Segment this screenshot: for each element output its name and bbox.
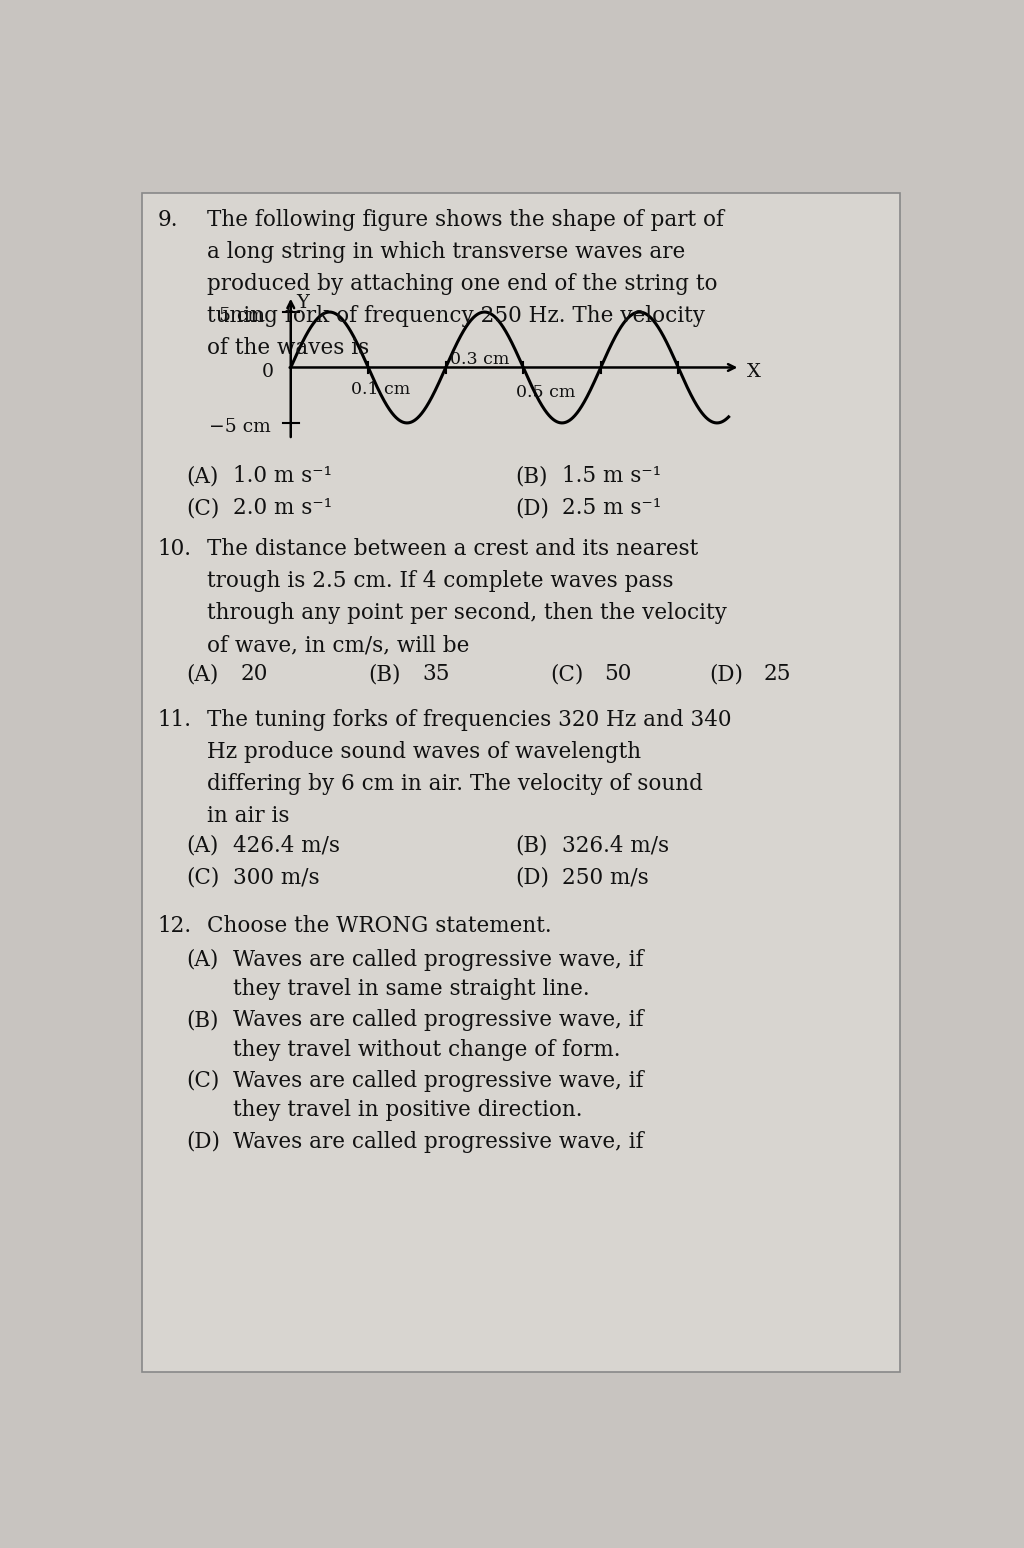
Text: 25: 25 [764, 663, 791, 686]
Text: they travel without change of form.: they travel without change of form. [232, 1039, 621, 1060]
Text: 1.0 m s⁻¹: 1.0 m s⁻¹ [232, 466, 332, 488]
Text: (B): (B) [515, 834, 548, 856]
Text: tuning fork of frequency 250 Hz. The velocity: tuning fork of frequency 250 Hz. The vel… [207, 305, 706, 327]
Text: they travel in same straight line.: they travel in same straight line. [232, 978, 589, 1000]
Text: The distance between a crest and its nearest: The distance between a crest and its nea… [207, 539, 698, 560]
Text: (A): (A) [186, 663, 218, 686]
Text: (C): (C) [186, 865, 219, 889]
Text: 9.: 9. [158, 209, 178, 231]
Text: 35: 35 [423, 663, 450, 686]
Text: (A): (A) [186, 834, 218, 856]
Text: (D): (D) [515, 865, 550, 889]
Text: Choose the WRONG statement.: Choose the WRONG statement. [207, 915, 552, 937]
Text: Waves are called progressive wave, if: Waves are called progressive wave, if [232, 1130, 643, 1153]
Text: Y: Y [296, 294, 309, 313]
Text: Hz produce sound waves of wavelength: Hz produce sound waves of wavelength [207, 741, 641, 763]
Text: (C): (C) [186, 497, 219, 519]
Text: Waves are called progressive wave, if: Waves are called progressive wave, if [232, 1009, 643, 1031]
Text: 20: 20 [241, 663, 267, 686]
Text: 5 cm: 5 cm [219, 307, 265, 325]
Text: 50: 50 [604, 663, 632, 686]
Text: a long string in which transverse waves are: a long string in which transverse waves … [207, 241, 685, 263]
Text: in air is: in air is [207, 805, 290, 827]
Text: (B): (B) [369, 663, 400, 686]
Text: (D): (D) [186, 1130, 220, 1153]
FancyBboxPatch shape [142, 194, 900, 1372]
Text: (B): (B) [515, 466, 548, 488]
Text: Waves are called progressive wave, if: Waves are called progressive wave, if [232, 949, 643, 971]
Text: 10.: 10. [158, 539, 191, 560]
Text: 0.3 cm: 0.3 cm [450, 350, 509, 367]
Text: 2.5 m s⁻¹: 2.5 m s⁻¹ [562, 497, 662, 519]
Text: The tuning forks of frequencies 320 Hz and 340: The tuning forks of frequencies 320 Hz a… [207, 709, 731, 731]
Text: (B): (B) [186, 1009, 219, 1031]
Text: 1.5 m s⁻¹: 1.5 m s⁻¹ [562, 466, 662, 488]
Text: 0.1 cm: 0.1 cm [351, 381, 411, 398]
Text: 250 m/s: 250 m/s [562, 865, 649, 889]
Text: 0: 0 [261, 362, 273, 381]
Text: of wave, in cm/s, will be: of wave, in cm/s, will be [207, 635, 469, 656]
Text: differing by 6 cm in air. The velocity of sound: differing by 6 cm in air. The velocity o… [207, 774, 702, 796]
Text: (C): (C) [186, 1070, 219, 1091]
Text: through any point per second, then the velocity: through any point per second, then the v… [207, 602, 727, 624]
Text: trough is 2.5 cm. If 4 complete waves pass: trough is 2.5 cm. If 4 complete waves pa… [207, 570, 674, 593]
Text: (D): (D) [515, 497, 550, 519]
Text: 0.5 cm: 0.5 cm [515, 384, 574, 401]
Text: 426.4 m/s: 426.4 m/s [232, 834, 340, 856]
Text: (A): (A) [186, 949, 218, 971]
Text: of the waves is: of the waves is [207, 336, 370, 359]
Text: produced by attaching one end of the string to: produced by attaching one end of the str… [207, 272, 718, 294]
Text: 12.: 12. [158, 915, 191, 937]
Text: (D): (D) [710, 663, 743, 686]
Text: they travel in positive direction.: they travel in positive direction. [232, 1099, 582, 1121]
Text: 11.: 11. [158, 709, 191, 731]
Text: (C): (C) [550, 663, 584, 686]
Text: (A): (A) [186, 466, 218, 488]
Text: 2.0 m s⁻¹: 2.0 m s⁻¹ [232, 497, 332, 519]
Text: 326.4 m/s: 326.4 m/s [562, 834, 669, 856]
Text: X: X [746, 362, 761, 381]
Text: The following figure shows the shape of part of: The following figure shows the shape of … [207, 209, 724, 231]
Text: Waves are called progressive wave, if: Waves are called progressive wave, if [232, 1070, 643, 1091]
Text: 300 m/s: 300 m/s [232, 865, 319, 889]
Text: −5 cm: −5 cm [209, 418, 271, 435]
